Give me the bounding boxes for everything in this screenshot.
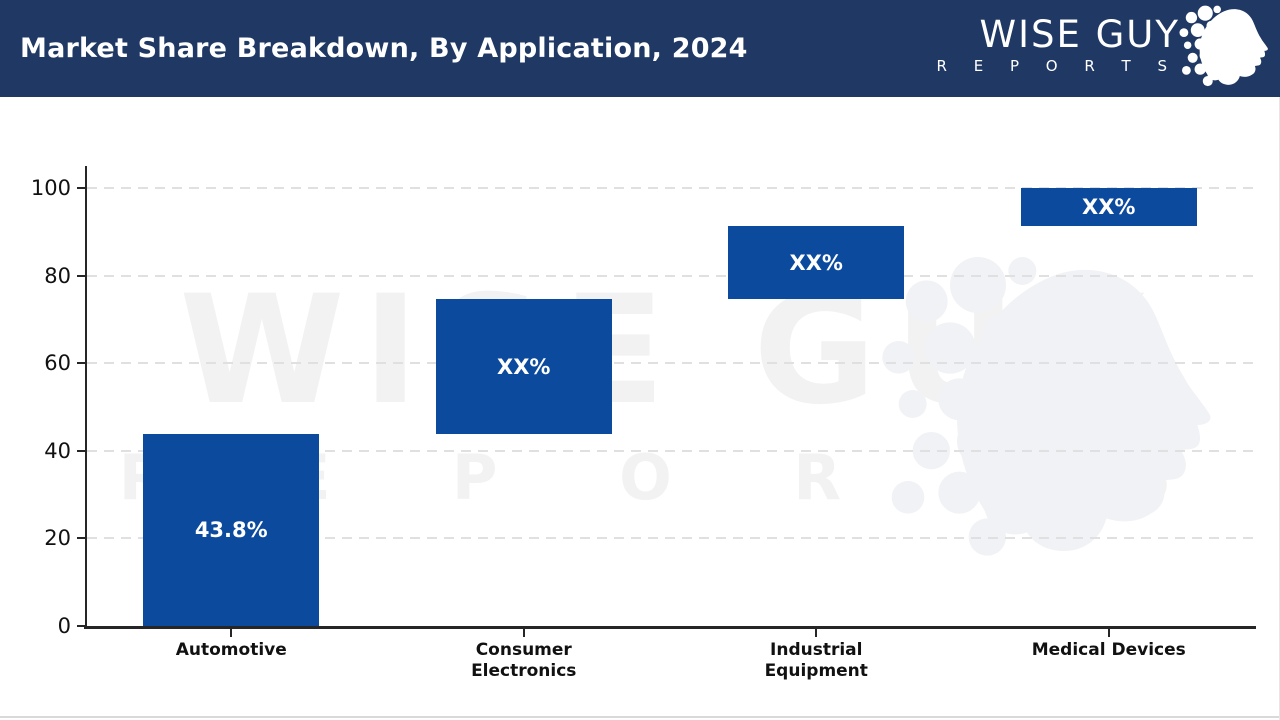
x-tick-industrial-equipment: [815, 629, 818, 637]
y-tick-0: [77, 625, 85, 627]
y-tick-label-80: 80: [44, 263, 71, 288]
category-label-industrial-equipment: Industrial Equipment: [764, 640, 868, 681]
bar-automotive: 43.8%: [143, 434, 320, 626]
y-tick-label-0: 0: [57, 614, 71, 638]
x-tick-automotive: [230, 629, 233, 637]
gridline-y-80: [87, 274, 1255, 277]
bar-value-label-medical-devices: XX%: [1082, 195, 1136, 220]
bar-value-label-automotive: 43.8%: [194, 518, 268, 543]
gridline-y-60: [87, 362, 1255, 365]
brand-logo-secondary-text: R E P O R T S: [936, 57, 1178, 75]
gridline-y-20: [87, 537, 1255, 540]
y-tick-20: [77, 537, 85, 540]
y-tick-label-100: 100: [30, 175, 71, 200]
header: Market Share Breakdown, By Application, …: [0, 0, 1280, 97]
gridline-y-40: [87, 449, 1255, 452]
brand-logo: WISE GUY R E P O R T S: [937, 14, 1180, 76]
x-axis-line: [84, 626, 1256, 629]
brand-logo-primary-text: WISE GUY: [979, 13, 1180, 56]
x-tick-consumer-electronics: [522, 629, 525, 637]
page-title: Market Share Breakdown, By Application, …: [20, 33, 748, 64]
bar-consumer-electronics: XX%: [435, 299, 612, 435]
category-label-consumer-electronics: Consumer Electronics: [471, 640, 577, 681]
y-tick-100: [77, 186, 85, 189]
y-tick-label-60: 60: [44, 351, 71, 376]
brand-head-profile-icon: [1179, 5, 1268, 87]
y-axis-line: [85, 166, 87, 629]
bar-value-label-consumer-electronics: XX%: [497, 354, 551, 379]
y-tick-40: [77, 449, 85, 452]
bar-industrial-equipment: XX%: [728, 226, 905, 300]
y-tick-label-20: 20: [44, 526, 71, 551]
bar-value-label-industrial-equipment: XX%: [789, 250, 843, 275]
bar-medical-devices: XX%: [1020, 187, 1197, 227]
y-tick-60: [77, 362, 85, 365]
y-tick-80: [77, 274, 85, 277]
bottom-divider: [0, 716, 1280, 718]
category-label-medical-devices: Medical Devices: [1031, 640, 1186, 660]
category-label-automotive: Automotive: [175, 640, 287, 660]
gridline-y-100: [87, 186, 1255, 189]
x-tick-medical-devices: [1107, 629, 1110, 637]
y-tick-label-40: 40: [44, 438, 71, 463]
